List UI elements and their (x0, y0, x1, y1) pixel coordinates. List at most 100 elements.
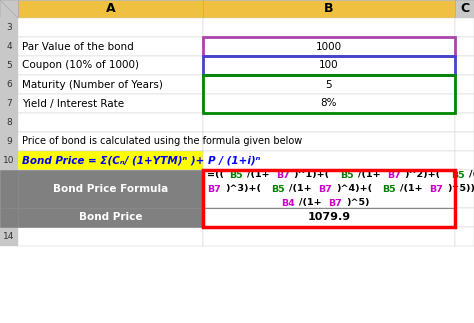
Text: 4: 4 (6, 42, 12, 51)
Bar (203, 18, 455, 37)
Bar (0, 227, 18, 246)
Bar (203, 94, 455, 113)
Text: )^5))+(: )^5))+( (447, 184, 474, 193)
Bar (0, 18, 18, 37)
Text: /(1+: /(1+ (400, 184, 422, 193)
Text: B7: B7 (387, 171, 401, 180)
Bar (455, 170, 474, 189)
Text: =((: =(( (207, 171, 224, 180)
Bar (18, 151, 203, 170)
Bar (203, 0, 455, 18)
Bar (455, 37, 474, 56)
Bar (0, 132, 18, 151)
Text: B5: B5 (340, 171, 354, 180)
Text: 14: 14 (3, 232, 15, 241)
Bar (0, 151, 18, 170)
Text: B4: B4 (282, 199, 295, 207)
Bar (203, 132, 455, 151)
Bar (0, 37, 18, 56)
Bar (203, 75, 455, 113)
Bar (18, 208, 203, 227)
Bar (18, 0, 203, 18)
Text: 5: 5 (326, 79, 332, 89)
Bar (18, 170, 203, 208)
Bar (455, 227, 474, 246)
Bar (18, 56, 203, 75)
Bar (18, 132, 203, 151)
Text: Par Value of the bond: Par Value of the bond (22, 41, 134, 51)
Bar (203, 37, 455, 56)
Bar (0, 189, 18, 208)
Bar (0, 56, 18, 75)
Bar (203, 56, 455, 75)
Text: /(1+: /(1+ (358, 171, 380, 180)
Bar (455, 132, 474, 151)
Bar (203, 170, 455, 208)
Text: Bond Price: Bond Price (79, 213, 142, 223)
Bar (455, 189, 474, 208)
Bar (203, 56, 455, 75)
Bar (203, 170, 455, 227)
Text: /(1+: /(1+ (289, 184, 311, 193)
Text: B5: B5 (383, 184, 396, 193)
Text: 11: 11 (3, 175, 15, 184)
Text: 100: 100 (319, 60, 339, 70)
Bar (18, 75, 203, 94)
Bar (455, 75, 474, 94)
Text: Maturity (Number of Years): Maturity (Number of Years) (22, 79, 163, 89)
Text: Coupon (10% of 1000): Coupon (10% of 1000) (22, 60, 139, 70)
Bar (203, 75, 455, 94)
Text: 10: 10 (3, 156, 15, 165)
Bar (203, 151, 455, 170)
Text: /(1+: /(1+ (469, 171, 474, 180)
Text: Bond Price = Σ(Cₙ/ (1+YTM)ⁿ )+ P / (1+i)ⁿ: Bond Price = Σ(Cₙ/ (1+YTM)ⁿ )+ P / (1+i)… (22, 155, 260, 165)
Text: 12: 12 (3, 194, 15, 203)
Text: B7: B7 (318, 184, 332, 193)
Text: 1079.9: 1079.9 (308, 213, 351, 223)
Text: 5: 5 (6, 61, 12, 70)
Bar (455, 0, 474, 18)
Text: 13: 13 (3, 213, 15, 222)
Text: A: A (106, 3, 115, 16)
Text: )^2)+(: )^2)+( (405, 171, 441, 180)
Bar (455, 151, 474, 170)
Text: )^1)+(: )^1)+( (293, 171, 329, 180)
Text: B7: B7 (429, 184, 443, 193)
Bar (18, 170, 203, 189)
Bar (455, 18, 474, 37)
Bar (18, 227, 203, 246)
Text: 8%: 8% (321, 99, 337, 109)
Text: /(1+: /(1+ (299, 199, 322, 207)
Text: 7: 7 (6, 99, 12, 108)
Bar (18, 18, 203, 37)
Bar (0, 208, 18, 227)
Bar (0, 75, 18, 94)
Text: B7: B7 (207, 184, 221, 193)
Bar (0, 113, 18, 132)
Text: 1000: 1000 (316, 41, 342, 51)
Text: 8: 8 (6, 118, 12, 127)
Bar (455, 113, 474, 132)
Bar (203, 208, 455, 227)
Bar (455, 94, 474, 113)
Bar (455, 208, 474, 227)
Text: Bond Price Formula: Bond Price Formula (53, 184, 168, 194)
Bar (0, 208, 18, 227)
Bar (18, 189, 203, 208)
Text: 3: 3 (6, 23, 12, 32)
Bar (203, 113, 455, 132)
Text: B5: B5 (229, 171, 243, 180)
Bar (18, 37, 203, 56)
Bar (18, 94, 203, 113)
Text: B5: B5 (271, 184, 285, 193)
Text: )^3)+(: )^3)+( (225, 184, 261, 193)
Bar (18, 208, 203, 227)
Text: 9: 9 (6, 137, 12, 146)
Bar (203, 170, 455, 189)
Text: )^4)+(: )^4)+( (336, 184, 372, 193)
Bar (203, 189, 455, 208)
Text: Price of bond is calculated using the formula given below: Price of bond is calculated using the fo… (22, 137, 302, 147)
Text: C: C (460, 3, 469, 16)
Text: )^5): )^5) (346, 199, 370, 207)
Bar (0, 94, 18, 113)
